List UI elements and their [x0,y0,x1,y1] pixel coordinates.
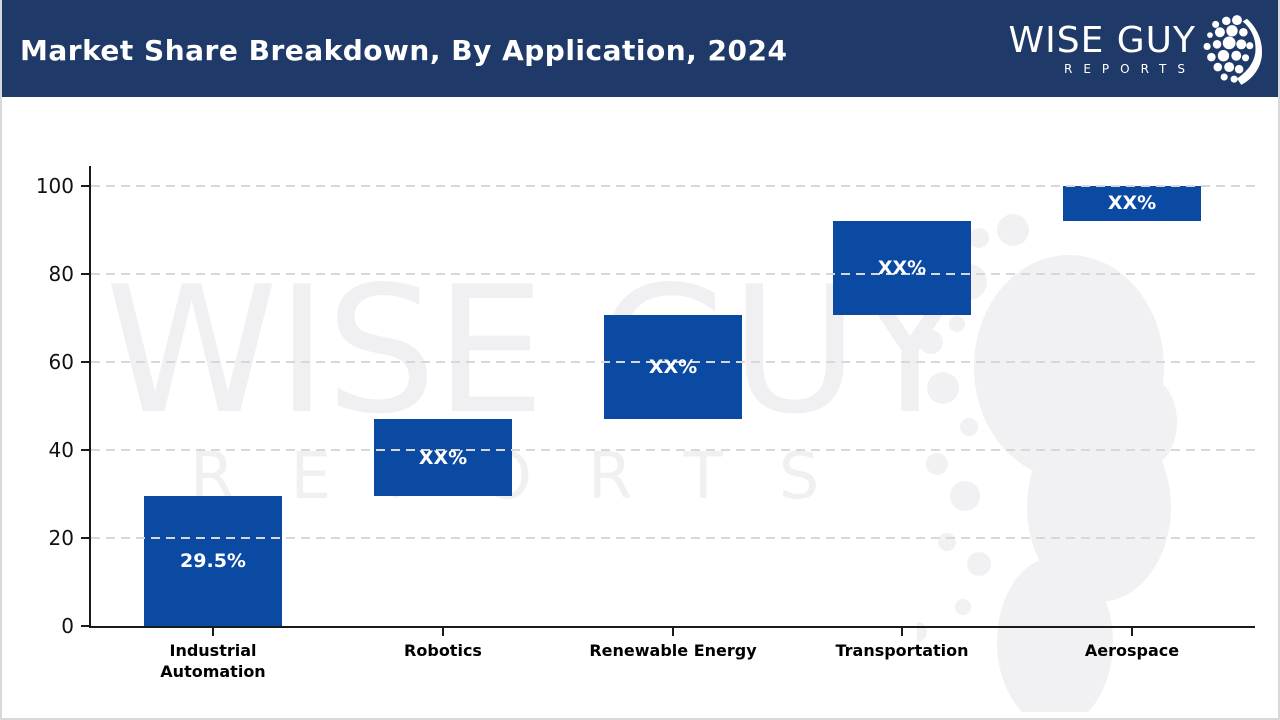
gridline [91,360,1255,363]
watermark-line1: WISE GUY [105,250,964,453]
head-logo-icon [1203,15,1263,85]
bar [833,220,971,316]
bar [604,315,742,419]
page-title: Market Share Breakdown, By Application, … [20,34,788,67]
logo-line1: WISE GUY [1008,20,1196,61]
gridline [91,448,1255,451]
x-tick-mark [442,628,444,636]
watermark-head-icon [917,214,1177,712]
gridline [91,272,1255,275]
y-tick-mark [81,448,89,451]
bar-value-label: XX% [418,446,468,469]
y-tick-label: 60 [48,349,74,374]
x-tick-mark [1131,628,1133,636]
x-tick-label-line: Industrial [169,641,257,660]
y-tick-label: 40 [48,437,74,462]
logo-text: WISE GUY REPORTS [1008,20,1197,77]
x-tick-label: Aerospace [1042,640,1222,661]
bar-value-label: XX% [648,356,698,379]
y-tick-label: 0 [61,614,74,638]
x-tick-mark [901,628,903,636]
wise-guy-logo: WISE GUY REPORTS [1009,8,1264,92]
y-tick-mark [81,360,89,363]
x-tick-label: Industrial Automation [123,640,303,682]
y-tick-label: 80 [48,261,74,286]
gridline [91,536,1255,539]
x-tick-mark [212,628,214,636]
x-tick-label: Robotics [353,640,533,661]
x-tick-label: Transportation [812,640,992,661]
header: Market Share Breakdown, By Application, … [2,0,1278,97]
watermark-line2: REPORTS [190,440,876,514]
x-tick-label: Renewable Energy [583,640,763,661]
x-tick-label-line: Renewable Energy [589,641,757,660]
x-tick-label-line: Aerospace [1084,641,1180,660]
y-tick-label: 20 [48,525,74,550]
y-tick-mark [81,536,89,539]
x-tick-mark [672,628,674,636]
bar [144,496,282,626]
x-axis-line [89,626,1255,628]
y-tick-mark [81,625,89,627]
x-tick-label-line: Robotics [404,641,482,660]
y-axis-line [89,166,91,628]
bar [374,418,512,497]
bar-value-label: 29.5% [180,550,246,573]
gridline [91,184,1255,187]
y-tick-label: 100 [35,173,74,198]
logo-line2: REPORTS [1063,62,1196,76]
y-tick-mark [81,184,89,187]
bar-value-label: XX% [1107,192,1157,215]
y-tick-mark [81,272,89,275]
bar-value-label: XX% [877,257,927,280]
x-tick-label-line: Transportation [835,641,969,660]
x-tick-label-line: Automation [160,662,266,681]
bar [1063,185,1201,221]
